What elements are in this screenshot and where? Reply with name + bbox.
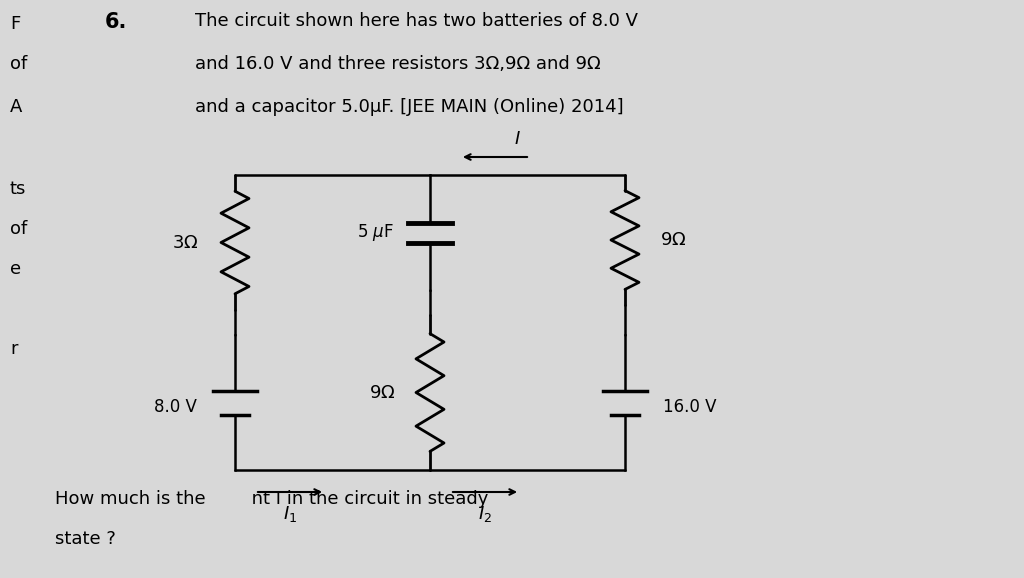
Text: 16.0 V: 16.0 V <box>664 398 717 417</box>
Text: r: r <box>10 340 17 358</box>
Text: of: of <box>10 55 28 73</box>
Text: I: I <box>515 130 520 148</box>
Text: 6.: 6. <box>105 12 127 32</box>
Text: 5 $\mu$F: 5 $\mu$F <box>356 222 393 243</box>
Text: ts: ts <box>10 180 27 198</box>
Text: and 16.0 V and three resistors 3Ω,9Ω and 9Ω: and 16.0 V and three resistors 3Ω,9Ω and… <box>195 55 601 73</box>
Text: How much is the        nt I in the circuit in steady: How much is the nt I in the circuit in s… <box>55 490 488 508</box>
Text: I$_2$: I$_2$ <box>478 504 493 524</box>
Text: e: e <box>10 260 22 278</box>
Text: A: A <box>10 98 23 116</box>
Text: 3$\Omega$: 3$\Omega$ <box>172 234 199 251</box>
Text: and a capacitor 5.0μF. [JEE MAIN (Online) 2014]: and a capacitor 5.0μF. [JEE MAIN (Online… <box>195 98 624 116</box>
Text: 9$\Omega$: 9$\Omega$ <box>369 383 395 402</box>
Text: I$_1$: I$_1$ <box>283 504 297 524</box>
Text: F: F <box>10 15 20 33</box>
Text: 9$\Omega$: 9$\Omega$ <box>659 231 686 249</box>
Text: 8.0 V: 8.0 V <box>154 398 197 417</box>
Text: state ?: state ? <box>55 530 116 548</box>
Text: The circuit shown here has two batteries of 8.0 V: The circuit shown here has two batteries… <box>195 12 638 30</box>
Text: of: of <box>10 220 28 238</box>
